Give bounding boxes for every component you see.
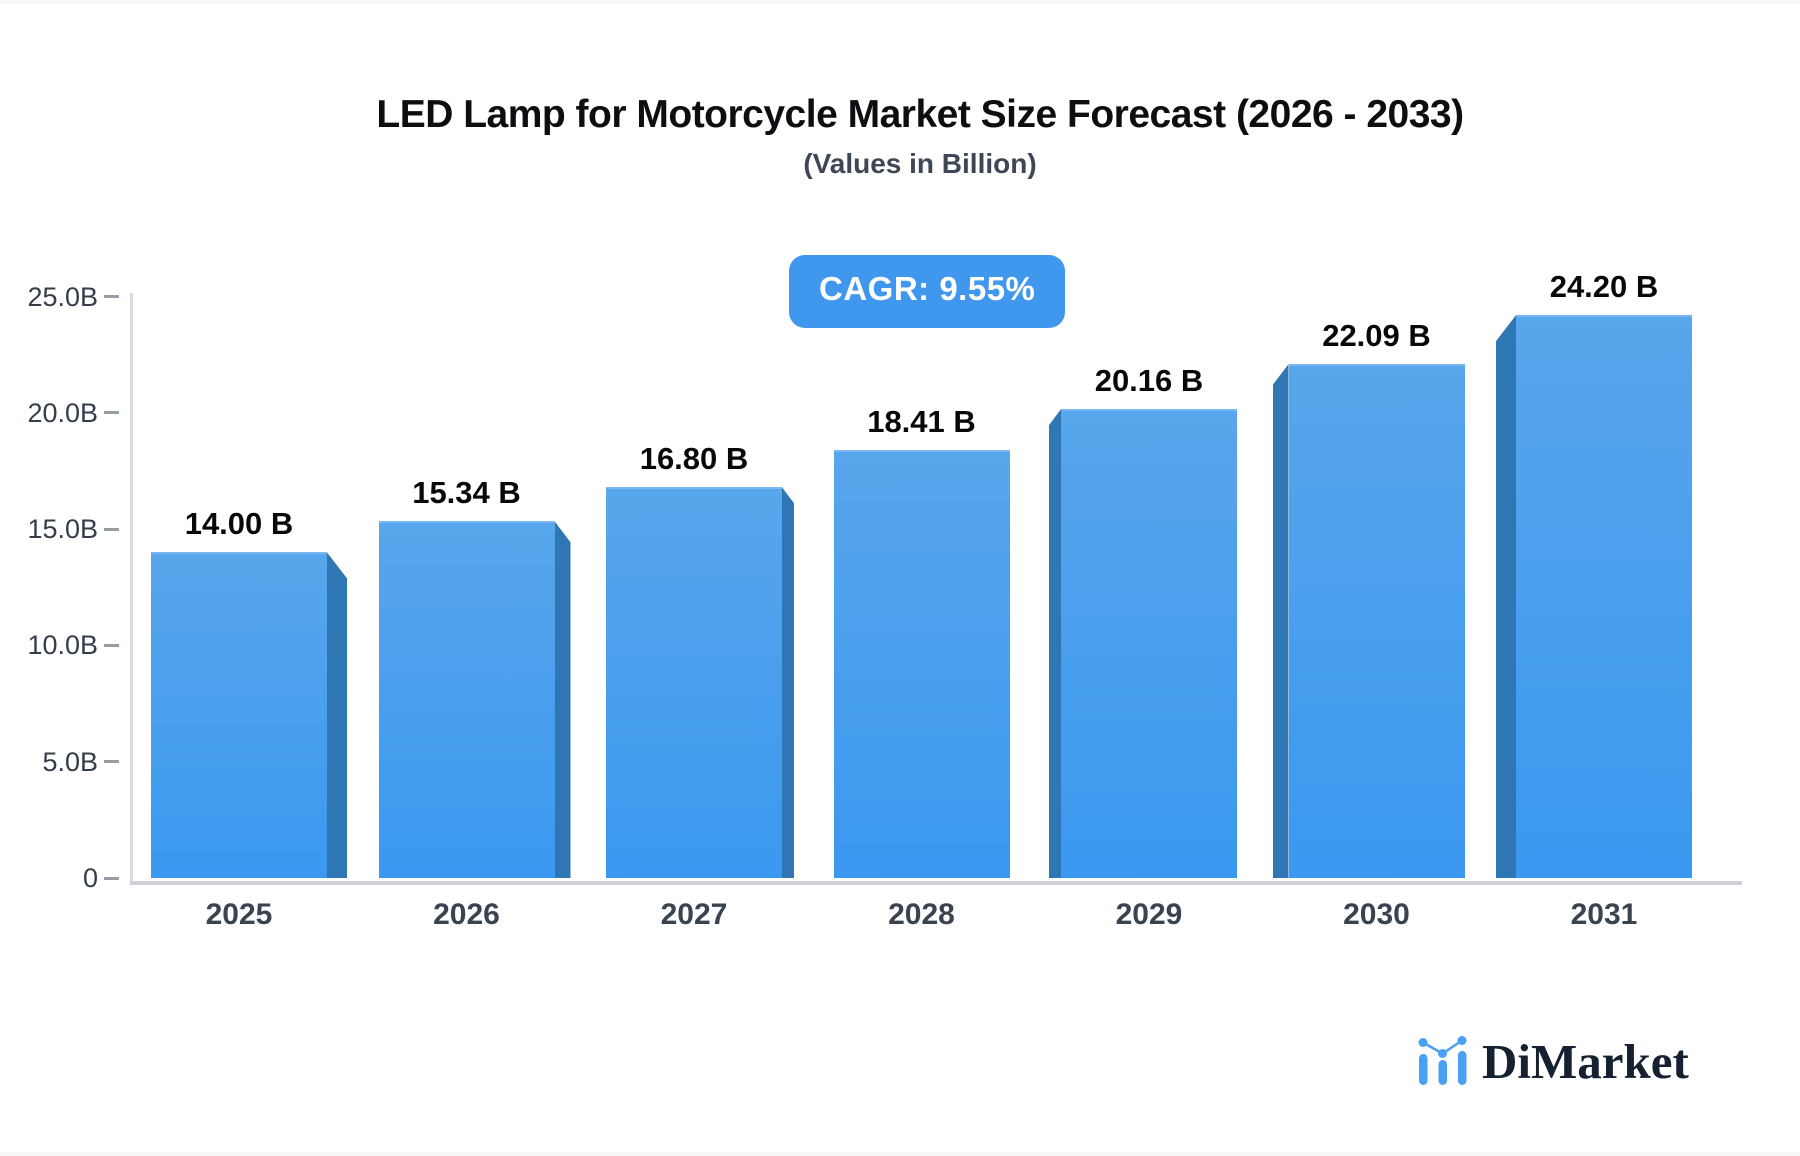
bar-value-label: 18.41 B	[867, 403, 976, 439]
bar-2031[interactable]	[1496, 315, 1692, 878]
y-axis-tick	[104, 295, 119, 298]
bar-side-face	[1272, 364, 1289, 878]
y-axis-line	[130, 293, 133, 884]
bar-value-label: 20.16 B	[1094, 363, 1204, 399]
y-axis-tick	[104, 527, 119, 531]
bar-face	[1061, 409, 1237, 878]
bar-face	[151, 552, 327, 878]
y-axis-tick	[104, 643, 119, 647]
bar-face	[378, 521, 555, 878]
bottom-edge-strip	[0, 1152, 1800, 1156]
bar-value-label: 16.80 B	[639, 441, 749, 477]
bar-value-label: 24.20 B	[1549, 269, 1659, 305]
x-axis-label: 2028	[888, 898, 955, 931]
bar-value-label: 15.34 B	[412, 475, 521, 511]
bar-side-face	[782, 487, 794, 878]
chart-subtitle: (Values in Billion)	[803, 148, 1037, 179]
y-axis-tick-label: 20.0B	[27, 397, 98, 428]
x-axis-line	[130, 881, 1742, 885]
y-axis-tick-label: 5.0B	[42, 746, 98, 777]
chart-title: LED Lamp for Motorcycle Market Size Fore…	[376, 93, 1464, 136]
brand-logo: DiMarket	[1418, 1036, 1689, 1086]
bar-face	[1288, 364, 1465, 878]
x-axis-label: 2027	[660, 898, 728, 931]
x-axis-label: 2031	[1570, 898, 1638, 931]
bar-2025[interactable]	[151, 552, 347, 878]
bar-side-face	[554, 521, 571, 878]
y-axis-tick-label: 15.0B	[27, 514, 98, 545]
bar-side-face	[1496, 315, 1516, 878]
y-axis-tick-label: 25.0B	[27, 281, 98, 312]
y-axis-tick	[104, 760, 119, 764]
bar-face	[606, 487, 782, 878]
x-axis-label: 2029	[1115, 898, 1183, 931]
y-axis-tick-label: 10.0B	[27, 630, 98, 661]
bar-2030[interactable]	[1272, 364, 1465, 878]
bar-2026[interactable]	[378, 521, 571, 878]
bar-side-face	[327, 552, 347, 878]
top-edge-strip	[0, 0, 1800, 4]
x-axis-label: 2025	[205, 898, 273, 931]
bar-side-face	[1049, 409, 1061, 878]
cagr-badge: CAGR: 9.55%	[789, 255, 1066, 328]
bar-face	[1516, 315, 1692, 878]
bar-2028[interactable]	[833, 449, 1010, 878]
bar-value-label: 14.00 B	[184, 506, 294, 542]
bar-face	[833, 449, 1010, 878]
x-axis-label: 2030	[1343, 898, 1410, 931]
bar-2027[interactable]	[606, 487, 794, 878]
bar-2029[interactable]	[1049, 409, 1237, 878]
y-axis-tick-label: 0	[82, 863, 98, 893]
brand-name: DiMarket	[1482, 1033, 1689, 1089]
x-axis-label: 2026	[433, 898, 500, 931]
y-axis-tick	[104, 876, 119, 880]
bar-value-label: 22.09 B	[1322, 318, 1431, 354]
y-axis-tick	[104, 411, 119, 415]
bar-chart-with-trendline-icon	[1418, 1036, 1467, 1085]
